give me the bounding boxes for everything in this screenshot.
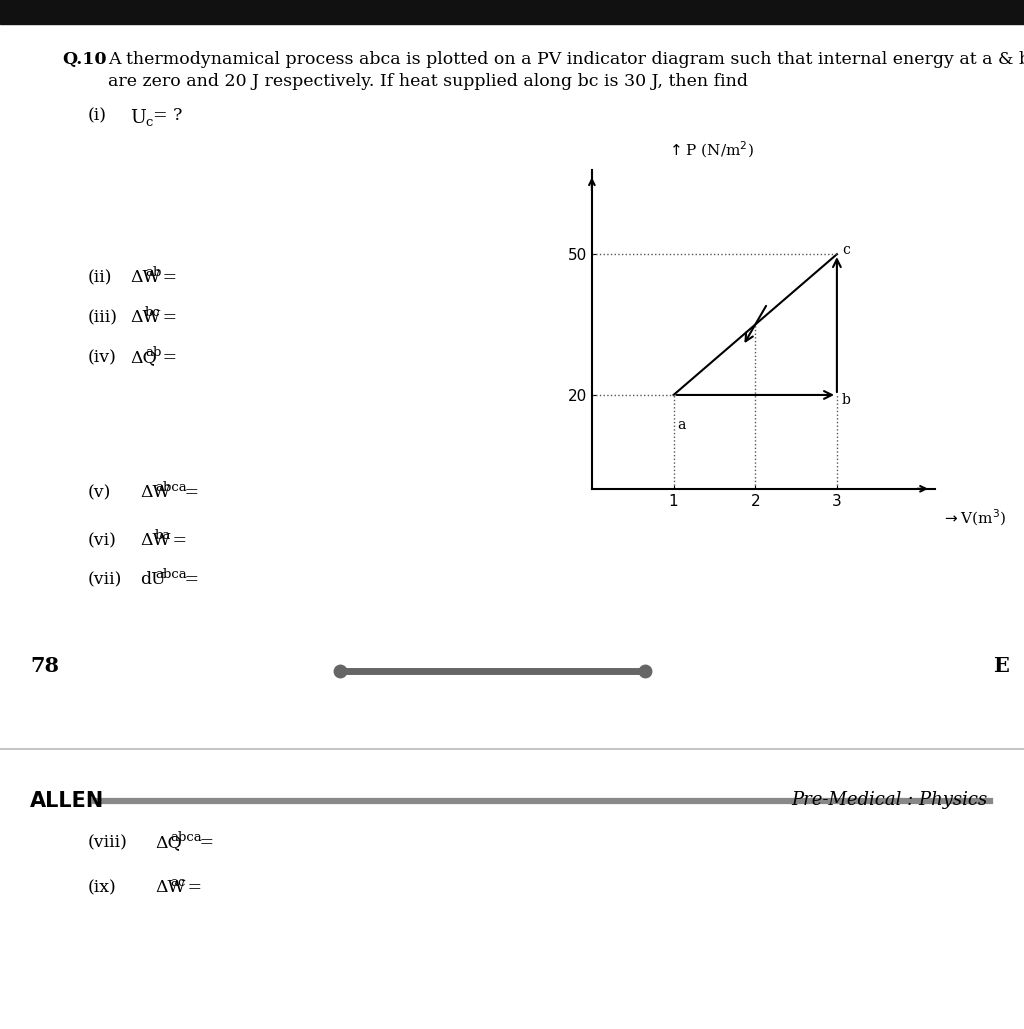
Text: =: =	[157, 349, 177, 366]
Text: abca: abca	[155, 568, 186, 581]
Text: =: =	[167, 532, 187, 549]
Text: (ii): (ii)	[88, 269, 113, 286]
Text: (ix): (ix)	[88, 879, 117, 896]
Text: bc: bc	[145, 306, 161, 319]
Text: E: E	[993, 657, 1009, 676]
Text: = ?: = ?	[153, 107, 182, 125]
Text: (iii): (iii)	[88, 309, 118, 326]
Text: $\uparrow$P (N/m$^2$): $\uparrow$P (N/m$^2$)	[668, 140, 755, 161]
Text: ΔW: ΔW	[140, 532, 170, 549]
Text: $\rightarrow$V(m$^3$): $\rightarrow$V(m$^3$)	[942, 508, 1006, 528]
Bar	[0, 0, 1024, 24]
Text: ΔW: ΔW	[140, 484, 170, 501]
Text: =: =	[157, 269, 177, 286]
Text: (i): (i)	[88, 107, 106, 125]
Text: A thermodynamical process abca is plotted on a PV indicator diagram such that in: A thermodynamical process abca is plotte…	[108, 51, 1024, 68]
Text: =: =	[182, 879, 202, 896]
Text: ΔW: ΔW	[130, 269, 161, 286]
Text: (viii): (viii)	[88, 833, 128, 851]
Text: =: =	[157, 309, 177, 326]
Text: abca: abca	[170, 831, 202, 844]
Text: b: b	[842, 393, 851, 406]
Text: Pre-Medical : Physics: Pre-Medical : Physics	[792, 791, 988, 809]
Text: (v): (v)	[88, 484, 112, 501]
Text: =: =	[194, 833, 214, 851]
Text: (vi): (vi)	[88, 532, 117, 549]
Text: Q.10: Q.10	[62, 51, 106, 68]
Text: abca: abca	[155, 481, 186, 494]
Text: ΔW: ΔW	[130, 309, 161, 326]
Text: =: =	[179, 484, 199, 501]
Text: ab: ab	[145, 346, 162, 359]
Text: dU: dU	[140, 571, 166, 588]
Text: ΔQ: ΔQ	[130, 349, 157, 366]
Text: 78: 78	[30, 657, 59, 676]
Text: ΔW: ΔW	[155, 879, 185, 896]
Text: ΔQ: ΔQ	[155, 833, 182, 851]
Text: ac: ac	[170, 876, 185, 889]
Text: $\mathregular{U_c}$: $\mathregular{U_c}$	[130, 107, 155, 128]
Text: are zero and 20 J respectively. If heat supplied along bc is 30 J, then find: are zero and 20 J respectively. If heat …	[108, 73, 748, 90]
Text: c: c	[842, 243, 850, 256]
Text: (vii): (vii)	[88, 571, 123, 588]
Text: ba: ba	[155, 529, 171, 542]
Text: (iv): (iv)	[88, 349, 117, 366]
Text: ALLEN: ALLEN	[30, 791, 104, 811]
Text: a: a	[678, 419, 686, 432]
Text: =: =	[179, 571, 199, 588]
Text: ab: ab	[145, 267, 162, 279]
